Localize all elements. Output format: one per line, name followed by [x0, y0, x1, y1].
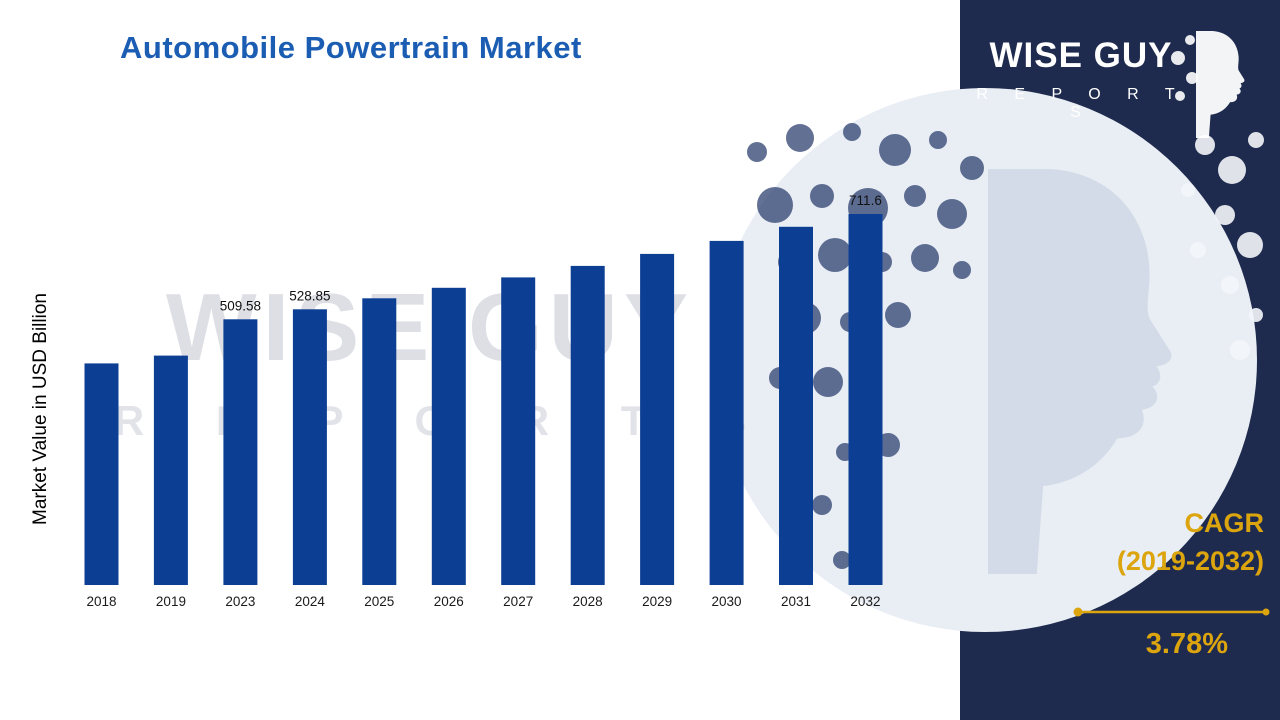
- x-tick-2028: 2028: [573, 594, 603, 609]
- bar-2019: [153, 355, 188, 585]
- bar-2026: [431, 287, 466, 585]
- x-tick-2027: 2027: [503, 594, 533, 609]
- bar-2032: [848, 214, 883, 585]
- x-tick-2023: 2023: [225, 594, 255, 609]
- bar-2023: [223, 319, 258, 585]
- logo-subtitle: R E P O R T S: [976, 86, 1186, 121]
- bar-chart: 2018 2019 2023 509.58 2024 528.85 2025 2026 2027…: [84, 193, 883, 609]
- bar-2030: [709, 240, 744, 585]
- value-label-2024: 528.85: [289, 288, 330, 303]
- page-title: Automobile Powertrain Market: [120, 30, 582, 65]
- x-tick-2019: 2019: [156, 594, 186, 609]
- halftone-dots-white: [1181, 132, 1264, 360]
- bar-2024: [292, 309, 327, 585]
- cagr-label: CAGR: [1184, 508, 1265, 538]
- logo-face-icon: [1171, 31, 1245, 138]
- x-tick-2025: 2025: [364, 594, 394, 609]
- x-tick-2031: 2031: [781, 594, 811, 609]
- bar-2028: [570, 265, 605, 585]
- x-tick-2032: 2032: [850, 594, 880, 609]
- logo-wordmark: WISE GUY: [989, 36, 1173, 75]
- bar-2027: [501, 277, 536, 585]
- x-tick-2029: 2029: [642, 594, 672, 609]
- bar-2025: [362, 298, 397, 585]
- x-tick-2024: 2024: [295, 594, 326, 609]
- bar-2018: [84, 363, 119, 585]
- y-axis-label: Market Value in USD Billion: [30, 293, 51, 525]
- bar-2029: [640, 253, 675, 585]
- bar-2031: [779, 226, 813, 586]
- x-tick-2030: 2030: [712, 594, 742, 609]
- cagr-underline: [1073, 607, 1270, 617]
- cagr-range: (2019-2032): [1116, 546, 1264, 576]
- cagr-value: 3.78%: [1145, 628, 1228, 660]
- x-tick-2018: 2018: [86, 594, 116, 609]
- value-label-2032: 711.6: [849, 193, 882, 208]
- x-tick-2026: 2026: [434, 594, 464, 609]
- value-label-2023: 509.58: [220, 298, 261, 313]
